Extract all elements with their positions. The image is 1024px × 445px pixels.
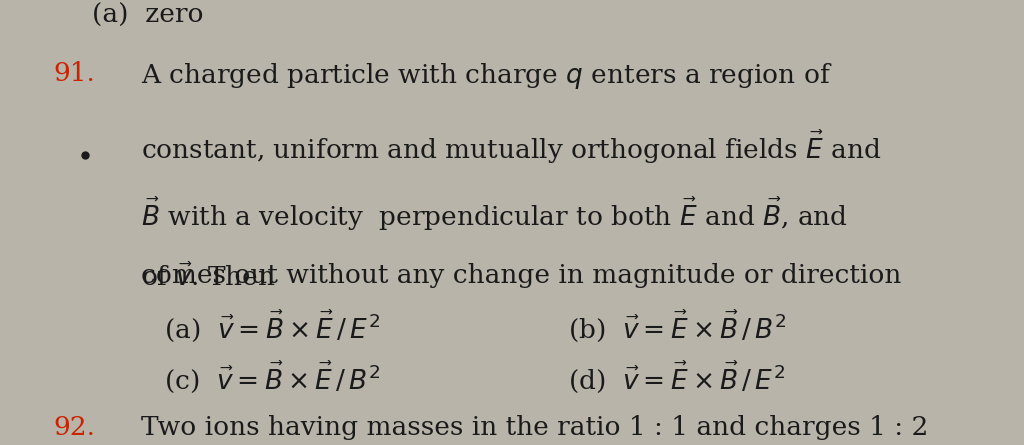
Text: 91.: 91. xyxy=(53,61,95,86)
Text: (a)  zero: (a) zero xyxy=(92,3,204,28)
Text: (b)  $\vec{v} = \vec{E} \times \vec{B}\,/\,B^2$: (b) $\vec{v} = \vec{E} \times \vec{B}\,/… xyxy=(568,308,787,344)
Text: comes out without any change in magnitude or direction: comes out without any change in magnitud… xyxy=(141,263,902,288)
Text: of $\vec{v}$. Then: of $\vec{v}$. Then xyxy=(141,264,276,291)
Text: 92.: 92. xyxy=(53,415,95,440)
Text: (d)  $\vec{v} = \vec{E} \times \vec{B}\,/\,E^2$: (d) $\vec{v} = \vec{E} \times \vec{B}\,/… xyxy=(568,359,785,395)
Text: $\vec{B}$ with a velocity  perpendicular to both $\vec{E}$ and $\vec{B}$, and: $\vec{B}$ with a velocity perpendicular … xyxy=(141,196,848,233)
Text: (a)  $\vec{v} = \vec{B} \times \vec{E}\,/\,E^2$: (a) $\vec{v} = \vec{B} \times \vec{E}\,/… xyxy=(164,308,380,344)
Text: Two ions having masses in the ratio 1 : 1 and charges 1 : 2: Two ions having masses in the ratio 1 : … xyxy=(141,415,929,440)
Text: constant, uniform and mutually orthogonal fields $\vec{E}$ and: constant, uniform and mutually orthogona… xyxy=(141,128,882,166)
Text: (c)  $\vec{v} = \vec{B} \times \vec{E}\,/\,B^2$: (c) $\vec{v} = \vec{B} \times \vec{E}\,/… xyxy=(164,359,381,395)
Text: A charged particle with charge $q$ enters a region of: A charged particle with charge $q$ enter… xyxy=(141,61,833,91)
